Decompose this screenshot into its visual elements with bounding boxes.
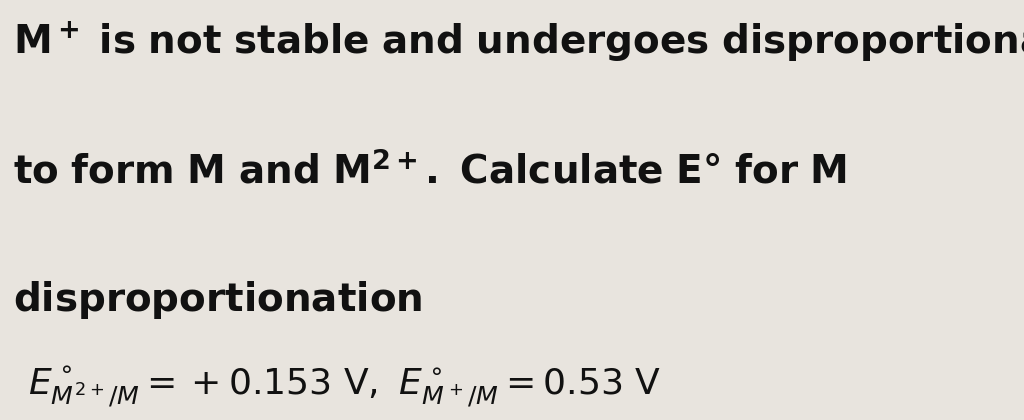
Text: $\bf{disproportionation}$: $\bf{disproportionation}$: [12, 279, 422, 321]
Text: $\bf{to\ form\ M\ and\ M^{2+}.\ Calculate\ E°\ for\ M}$: $\bf{to\ form\ M\ and\ M^{2+}.\ Calculat…: [12, 152, 847, 192]
Text: $E^\circ_{M^{2+}/M}$$= +0.153\ \mathrm{V},\ $$E^\circ_{M^+/M}$$= 0.53\ \mathrm{V: $E^\circ_{M^{2+}/M}$$= +0.153\ \mathrm{V…: [28, 365, 662, 410]
Text: $\mathbf{M^+}$ $\bf{is\ not\ stable\ and\ undergoes\ disproportionatio}$: $\mathbf{M^+}$ $\bf{is\ not\ stable\ and…: [12, 20, 1024, 64]
